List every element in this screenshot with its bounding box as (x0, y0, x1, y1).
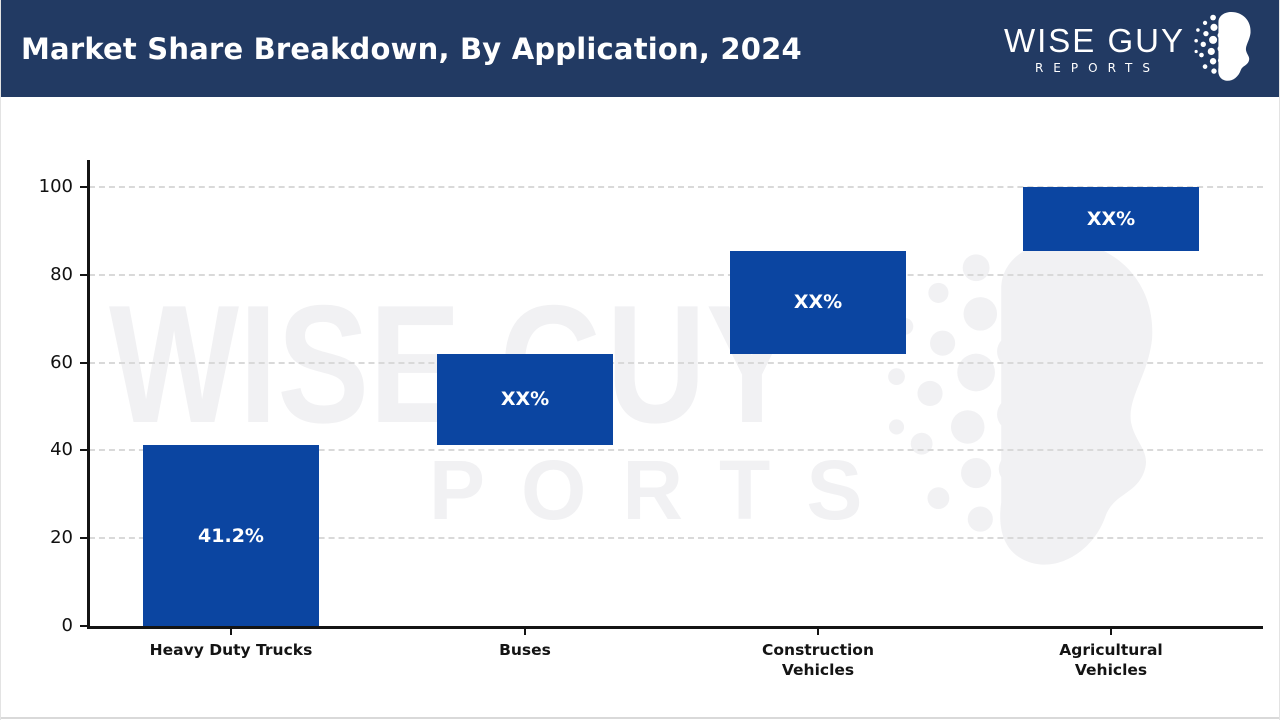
logo-primary-text: WISE GUY (1003, 21, 1185, 59)
gridline (89, 273, 1263, 276)
bar-value-label: XX% (793, 291, 843, 314)
category-label-line: Buses (499, 641, 551, 659)
bar: XX% (437, 353, 613, 446)
wise-guy-logo: WISE GUY REPORTS (1004, 9, 1255, 89)
y-tick-label: 100 (38, 176, 73, 197)
x-tick-mark (230, 626, 232, 635)
category-label: Agricultural Vehicles (981, 640, 1241, 680)
y-tick-mark (80, 449, 89, 452)
y-tick-mark (80, 273, 89, 276)
x-tick-mark (817, 626, 819, 635)
gridline (89, 186, 1263, 188)
category-label-line: Agricultural (1059, 641, 1163, 659)
category-label: Heavy Duty Trucks (101, 640, 361, 660)
y-tick-label: 20 (50, 527, 73, 549)
gridline (89, 537, 1263, 540)
category-label: Construction Vehicles (688, 640, 948, 680)
x-tick-mark (1110, 626, 1112, 635)
bar: XX% (1023, 187, 1199, 251)
gridline (89, 449, 1263, 452)
y-tick-mark (80, 537, 89, 540)
y-tick-label: 60 (50, 351, 73, 373)
y-axis-line (87, 160, 90, 628)
logo-secondary-text: REPORTS (1034, 60, 1160, 75)
logo-text: WISE GUY REPORTS (1004, 24, 1185, 74)
x-axis-line (87, 626, 1263, 629)
category-label-line: Heavy Duty Trucks (149, 641, 313, 659)
bar-value-label: XX% (500, 388, 550, 411)
gridline (89, 361, 1263, 364)
watermark-secondary-text: PORTS (429, 443, 899, 537)
y-tick-label: 0 (61, 615, 73, 636)
page-title: Market Share Breakdown, By Application, … (21, 31, 802, 66)
bar-value-label: XX% (1086, 207, 1136, 230)
bar: XX% (730, 250, 906, 354)
y-tick-mark (80, 625, 89, 627)
y-tick-label: 80 (50, 263, 73, 285)
y-tick-mark (80, 361, 89, 364)
y-tick-label: 40 (50, 439, 73, 461)
y-tick-mark (80, 186, 89, 188)
category-label-line: Construction (762, 641, 874, 659)
header-bar: Market Share Breakdown, By Application, … (1, 0, 1279, 97)
category-label-line: Vehicles (1074, 661, 1148, 679)
logo-face-icon (1189, 9, 1255, 89)
bar-value-label: 41.2% (198, 524, 264, 547)
category-label-line: Vehicles (781, 661, 855, 679)
x-tick-mark (524, 626, 526, 635)
bottom-border-rule (1, 717, 1279, 719)
category-label: Buses (395, 640, 655, 660)
bar: 41.2% (143, 445, 319, 626)
